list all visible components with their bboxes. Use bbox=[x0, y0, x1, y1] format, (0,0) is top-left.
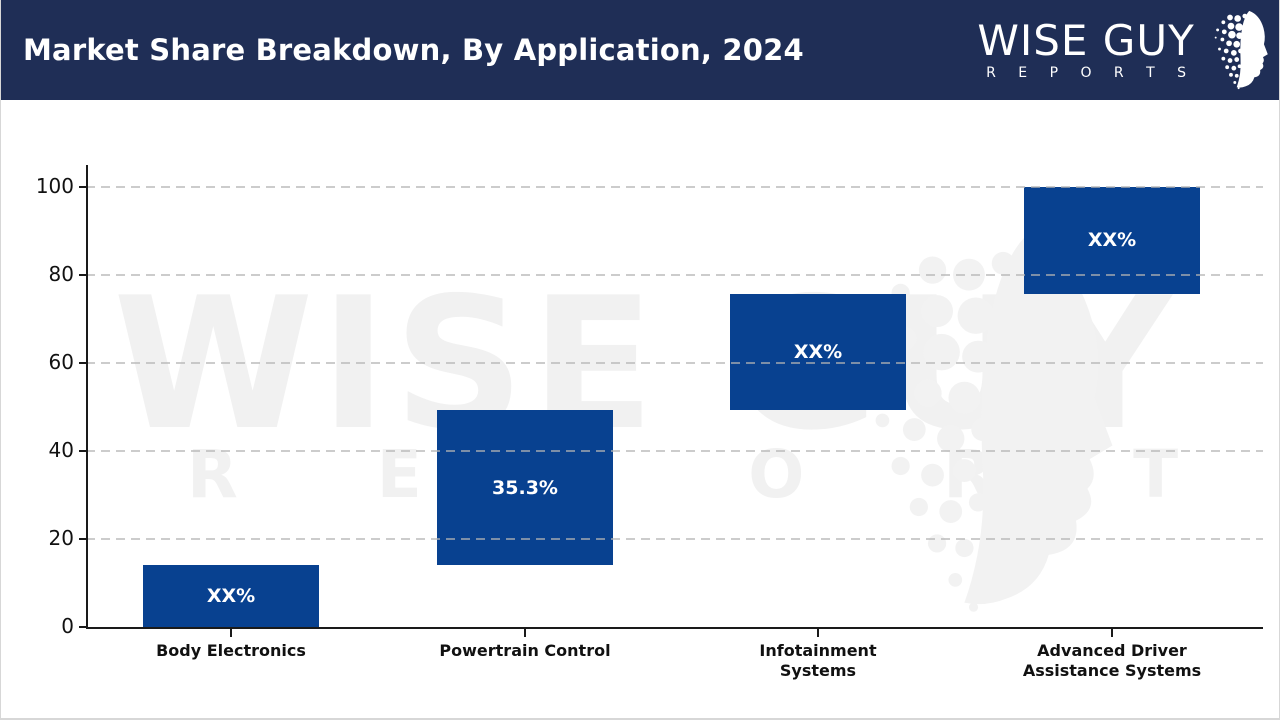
y-tick-label-40: 40 bbox=[48, 438, 74, 462]
bar-value-label: XX% bbox=[793, 340, 843, 363]
y-tick-label-60: 60 bbox=[48, 350, 74, 374]
gridline-100 bbox=[86, 186, 1263, 188]
wise-guy-reports-logo: WISE GUY R E P O R T S bbox=[977, 0, 1279, 100]
gridline-80 bbox=[86, 274, 1263, 276]
category-label-3: Infotainment Systems bbox=[759, 641, 877, 680]
y-tick-label-20: 20 bbox=[48, 526, 74, 550]
y-tick-label-100: 100 bbox=[35, 174, 74, 198]
bar-value-label: XX% bbox=[1087, 229, 1137, 252]
watermark-head-icon bbox=[746, 220, 1176, 630]
bar-value-label: XX% bbox=[206, 585, 256, 608]
logo-subtitle: R E P O R T S bbox=[986, 64, 1195, 81]
logo-text: WISE GUY R E P O R T S bbox=[977, 15, 1195, 81]
bar-powertrain-control: 35.3% bbox=[437, 410, 613, 566]
bar-infotainment-systems: XX% bbox=[730, 293, 906, 411]
x-tick-2 bbox=[524, 629, 526, 637]
dotted-head-icon bbox=[1199, 7, 1273, 93]
category-label-1: Body Electronics bbox=[156, 641, 306, 660]
x-tick-4 bbox=[1111, 629, 1113, 637]
y-tick-100 bbox=[79, 186, 86, 188]
y-tick-label-80: 80 bbox=[48, 262, 74, 286]
y-axis-line bbox=[86, 165, 88, 629]
x-axis-line bbox=[86, 627, 1263, 629]
gridline-20 bbox=[86, 538, 1263, 540]
chart-canvas: WISE GUY R E P O R T S XX%35.3%XX%XX%020… bbox=[1, 100, 1279, 718]
x-tick-3 bbox=[817, 629, 819, 637]
y-tick-label-0: 0 bbox=[61, 614, 74, 638]
category-label-2: Powertrain Control bbox=[439, 641, 611, 660]
y-tick-0 bbox=[79, 626, 86, 628]
page-title: Market Share Breakdown, By Application, … bbox=[23, 33, 804, 67]
header-band: Market Share Breakdown, By Application, … bbox=[1, 0, 1279, 100]
category-label-4: Advanced Driver Assistance Systems bbox=[1022, 641, 1202, 680]
gridline-60 bbox=[86, 362, 1263, 364]
y-tick-60 bbox=[79, 362, 86, 364]
gridline-40 bbox=[86, 450, 1263, 452]
y-tick-20 bbox=[79, 538, 86, 540]
logo-wordmark: WISE GUY bbox=[977, 15, 1195, 65]
bar-advanced-driver-assistance-systems: XX% bbox=[1024, 187, 1200, 294]
bar-value-label: 35.3% bbox=[492, 476, 558, 499]
y-tick-40 bbox=[79, 450, 86, 452]
bar-body-electronics: XX% bbox=[143, 565, 319, 627]
x-tick-1 bbox=[230, 629, 232, 637]
y-tick-80 bbox=[79, 274, 86, 276]
